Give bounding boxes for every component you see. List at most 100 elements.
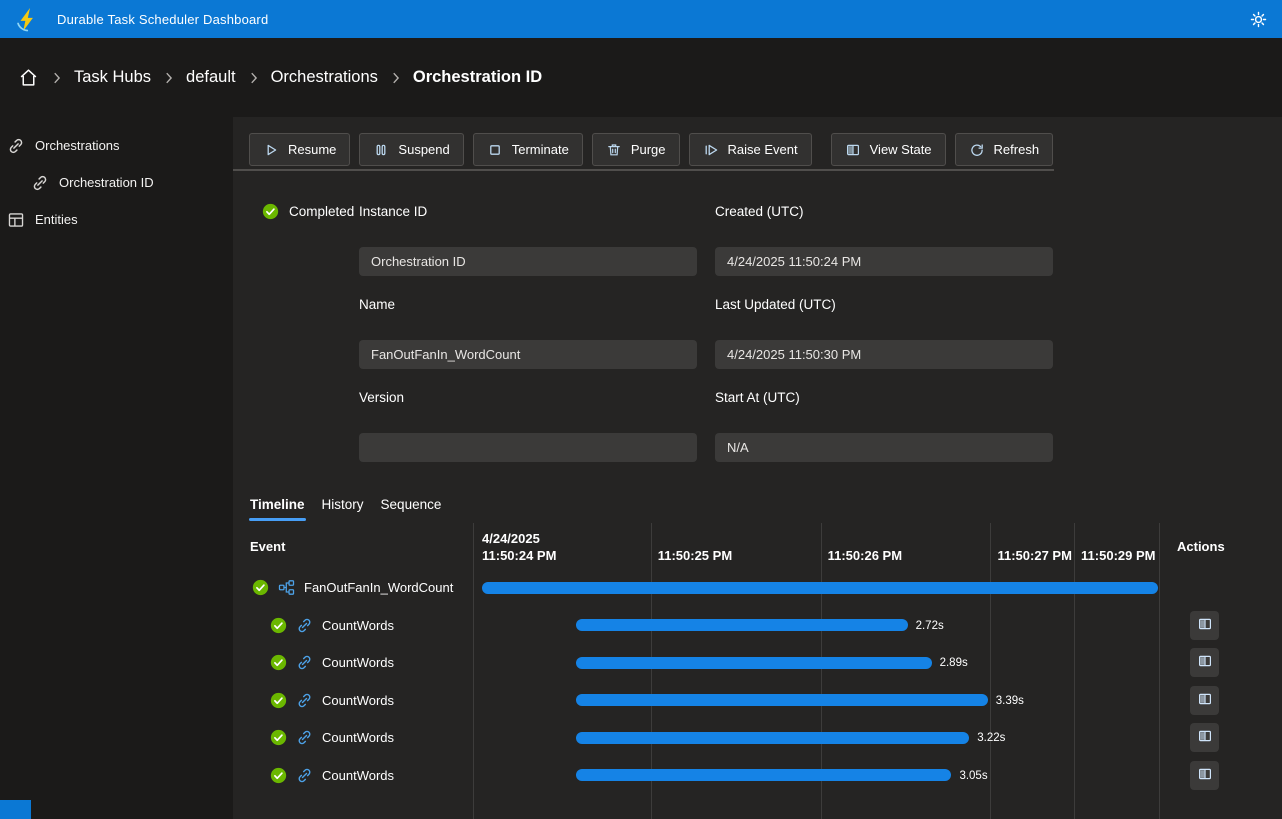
form-field: Version bbox=[359, 390, 697, 462]
timeline-row-action bbox=[1160, 644, 1282, 682]
timeline-row-bar: 2.89s bbox=[474, 644, 1159, 682]
name-input[interactable] bbox=[359, 340, 697, 369]
created-utc-input[interactable] bbox=[715, 247, 1053, 276]
version-input[interactable] bbox=[359, 433, 697, 462]
sidebar-item-orchestrations[interactable]: Orchestrations bbox=[0, 127, 233, 164]
completed-check-icon bbox=[270, 729, 287, 746]
view-state-action-button[interactable] bbox=[1190, 610, 1219, 640]
breadcrumb-item-default[interactable]: default bbox=[186, 68, 236, 86]
completed-check-icon bbox=[270, 767, 287, 784]
activity-link-icon bbox=[296, 617, 313, 634]
breadcrumb-item-task-hubs[interactable]: Task Hubs bbox=[74, 68, 152, 86]
view-state-icon bbox=[1197, 653, 1213, 672]
duration-label: 2.89s bbox=[939, 657, 968, 669]
timeline-row-action bbox=[1160, 569, 1282, 607]
main-content: Resume Suspend Terminate Purge Raise Event Vi… bbox=[233, 117, 1282, 819]
field-label: Version bbox=[359, 390, 405, 405]
toolbar-button-label: Resume bbox=[288, 142, 337, 157]
instance-id-input[interactable] bbox=[359, 247, 697, 276]
sidebar-items: Orchestrations Orchestration ID Entities bbox=[0, 127, 233, 238]
axis-tick: 11:50:26 PM bbox=[827, 548, 903, 563]
raise-icon bbox=[703, 142, 719, 158]
suspend-button[interactable]: Suspend bbox=[359, 133, 464, 166]
status-badge: Completed bbox=[262, 203, 354, 220]
panel-icon bbox=[845, 142, 861, 158]
duration-label: 3.39s bbox=[995, 694, 1024, 707]
gridline bbox=[650, 523, 652, 819]
axis-tick: 11:50:27 PM bbox=[997, 548, 1072, 563]
detail-form: Instance ID Created (UTC) Name Last Updated… bbox=[359, 204, 1282, 483]
completed-check-icon bbox=[270, 654, 287, 671]
sidebar-item-entities[interactable]: Entities bbox=[0, 201, 233, 238]
form-field: Start At (UTC) bbox=[715, 390, 1053, 462]
view-state-action-button[interactable] bbox=[1190, 648, 1219, 678]
tab-label: Timeline bbox=[250, 497, 305, 512]
tab-sequence[interactable]: Sequence bbox=[380, 493, 443, 521]
tab-history[interactable]: History bbox=[321, 493, 365, 521]
sidebar: Orchestrations Orchestration ID Entities bbox=[0, 117, 233, 819]
view-state-icon bbox=[1197, 728, 1213, 747]
duration-bar bbox=[576, 619, 908, 631]
sidebar-item-label: Orchestrations bbox=[35, 138, 120, 153]
timeline-chart: 4/24/2025 11:50:24 PM 11:50:25 PM 11:50:26 … bbox=[473, 523, 1160, 819]
toolbar-button-label: Suspend bbox=[398, 142, 450, 157]
duration-label: 3.05s bbox=[959, 769, 988, 782]
bottom-left-accent bbox=[0, 800, 31, 819]
field-label: Start At (UTC) bbox=[715, 390, 800, 405]
view-state-button[interactable]: View State bbox=[830, 133, 946, 166]
refresh-button[interactable]: Refresh bbox=[954, 133, 1054, 166]
timeline-row-0-name: FanOutFanIn_WordCount bbox=[233, 569, 473, 607]
form-field: Instance ID bbox=[359, 204, 697, 276]
activity-link-icon bbox=[296, 767, 313, 784]
toolbar-button-label: View State bbox=[869, 142, 932, 157]
grid-icon bbox=[7, 211, 25, 229]
axis-tick: 4/24/2025 11:50:24 PM bbox=[482, 531, 557, 563]
activity-link-icon bbox=[296, 654, 313, 671]
timeline-row-5-name: CountWords bbox=[233, 757, 473, 795]
terminate-button[interactable]: Terminate bbox=[472, 133, 583, 166]
activity-link-icon bbox=[296, 692, 313, 709]
tab-bar: Timeline History Sequence bbox=[249, 493, 1282, 521]
raise-event-button[interactable]: Raise Event bbox=[688, 133, 812, 166]
duration-label: 2.72s bbox=[915, 619, 944, 632]
refresh-icon bbox=[969, 142, 985, 158]
event-column-header: Event bbox=[250, 538, 286, 554]
chevron-right-icon bbox=[391, 71, 400, 85]
tab-timeline[interactable]: Timeline bbox=[249, 493, 306, 521]
breadcrumb-items: Task Hubs default Orchestrations Orchestrat… bbox=[52, 68, 542, 87]
gridline bbox=[1074, 523, 1076, 819]
view-state-action-button[interactable] bbox=[1190, 685, 1219, 715]
event-name: CountWords bbox=[322, 730, 395, 746]
actions-column-header: Actions bbox=[1177, 538, 1225, 554]
axis-tick: 11:50:25 PM bbox=[657, 548, 733, 563]
time-axis: 4/24/2025 11:50:24 PM 11:50:25 PM 11:50:26 … bbox=[474, 523, 1159, 569]
home-icon[interactable] bbox=[18, 67, 39, 88]
sidebar-item-orchestration-id[interactable]: Orchestration ID bbox=[0, 164, 233, 201]
timeline-row-2-name: CountWords bbox=[233, 644, 473, 682]
event-name: FanOutFanIn_WordCount bbox=[304, 580, 454, 596]
purge-button[interactable]: Purge bbox=[591, 133, 680, 166]
event-name: CountWords bbox=[322, 692, 395, 708]
chevron-right-icon bbox=[249, 71, 258, 85]
content-row: Orchestrations Orchestration ID Entities R… bbox=[0, 117, 1282, 819]
view-state-action-button[interactable] bbox=[1190, 760, 1219, 790]
last-updated-utc-input[interactable] bbox=[715, 340, 1053, 369]
orchestration-icon bbox=[278, 579, 295, 596]
breadcrumb-item-orchestrations[interactable]: Orchestrations bbox=[270, 68, 378, 86]
view-state-action-button[interactable] bbox=[1190, 723, 1219, 753]
resume-button[interactable]: Resume bbox=[249, 133, 351, 166]
field-label: Name bbox=[359, 297, 396, 312]
timeline-row-bar: 3.22s bbox=[474, 719, 1159, 757]
app-title: Durable Task Scheduler Dashboard bbox=[57, 11, 269, 27]
settings-gear-icon[interactable] bbox=[1249, 10, 1268, 29]
pause-icon bbox=[373, 142, 389, 158]
completed-check-icon bbox=[270, 692, 287, 709]
breadcrumb: Task Hubs default Orchestrations Orchestrat… bbox=[0, 38, 1282, 117]
gridline bbox=[990, 523, 992, 819]
actions-column: Actions bbox=[1160, 523, 1282, 819]
toolbar-button-label: Terminate bbox=[511, 142, 569, 157]
topbar: Durable Task Scheduler Dashboard bbox=[0, 0, 1282, 38]
start-at-utc-input[interactable] bbox=[715, 433, 1053, 462]
form-field: Last Updated (UTC) bbox=[715, 297, 1053, 369]
